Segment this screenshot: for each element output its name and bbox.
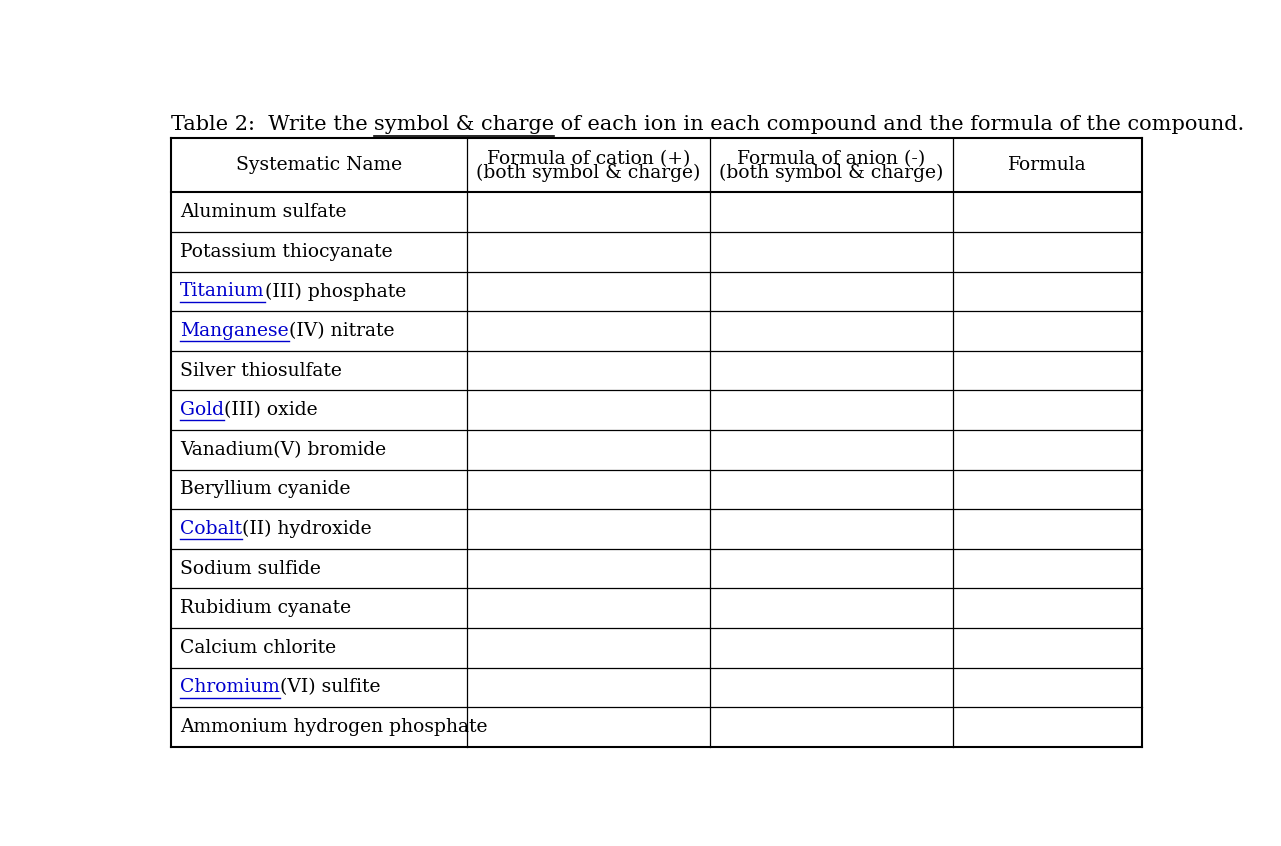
- Text: Vanadium(V) bromide: Vanadium(V) bromide: [181, 441, 387, 459]
- Text: (III) oxide: (III) oxide: [224, 401, 318, 419]
- Text: Formula of anion (-): Formula of anion (-): [737, 151, 925, 168]
- Text: (IV) nitrate: (IV) nitrate: [290, 322, 395, 340]
- Text: Sodium sulfide: Sodium sulfide: [181, 559, 322, 578]
- Text: (III) phosphate: (III) phosphate: [265, 283, 406, 300]
- Text: (both symbol & charge): (both symbol & charge): [477, 164, 701, 182]
- Text: Aluminum sulfate: Aluminum sulfate: [181, 203, 347, 221]
- Text: Silver thiosulfate: Silver thiosulfate: [181, 361, 342, 380]
- Text: Potassium thiocyanate: Potassium thiocyanate: [181, 243, 393, 261]
- Text: Cobalt: Cobalt: [181, 520, 242, 538]
- Text: Manganese: Manganese: [181, 322, 290, 340]
- Text: of each ion in each compound and the formula of the compound.: of each ion in each compound and the for…: [555, 115, 1245, 135]
- Text: symbol & charge: symbol & charge: [374, 115, 555, 135]
- Text: Systematic Name: Systematic Name: [236, 157, 402, 174]
- Text: Titanium: Titanium: [181, 283, 265, 300]
- Text: Rubidium cyanate: Rubidium cyanate: [181, 599, 351, 618]
- Text: Gold: Gold: [181, 401, 224, 419]
- Text: Beryllium cyanide: Beryllium cyanide: [181, 481, 351, 498]
- Text: Calcium chlorite: Calcium chlorite: [181, 639, 337, 656]
- Text: (II) hydroxide: (II) hydroxide: [242, 519, 371, 538]
- Text: Table 2:  Write the: Table 2: Write the: [170, 115, 374, 135]
- Text: Formula: Formula: [1008, 157, 1086, 174]
- Text: Ammonium hydrogen phosphate: Ammonium hydrogen phosphate: [181, 718, 488, 736]
- Text: (VI) sulfite: (VI) sulfite: [281, 678, 380, 696]
- Text: Chromium: Chromium: [181, 678, 281, 696]
- Text: Formula of cation (+): Formula of cation (+): [487, 151, 690, 168]
- Text: (both symbol & charge): (both symbol & charge): [719, 164, 944, 182]
